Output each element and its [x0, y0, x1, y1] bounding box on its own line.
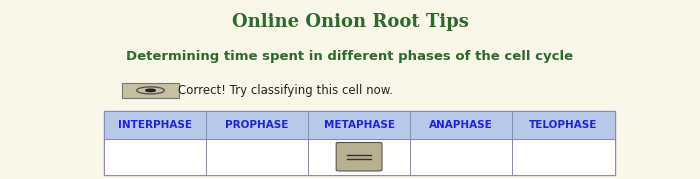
Text: ANAPHASE: ANAPHASE	[429, 120, 493, 130]
Bar	[308, 111, 410, 139]
Text: PROPHASE: PROPHASE	[225, 120, 288, 130]
FancyBboxPatch shape	[122, 83, 178, 98]
Circle shape	[146, 89, 155, 92]
Bar	[206, 139, 308, 175]
Bar	[512, 139, 615, 175]
FancyBboxPatch shape	[336, 142, 382, 171]
Text: METAPHASE: METAPHASE	[323, 120, 395, 130]
Bar	[410, 111, 512, 139]
Bar	[104, 111, 206, 139]
Bar	[104, 111, 615, 175]
Bar	[206, 111, 308, 139]
Text: INTERPHASE: INTERPHASE	[118, 120, 192, 130]
Text: Online Onion Root Tips: Online Onion Root Tips	[232, 13, 468, 31]
Text: Correct! Try classifying this cell now.: Correct! Try classifying this cell now.	[178, 84, 393, 97]
Bar	[308, 139, 410, 175]
Bar	[410, 139, 512, 175]
Text: TELOPHASE: TELOPHASE	[529, 120, 598, 130]
Bar	[104, 139, 206, 175]
Text: Determining time spent in different phases of the cell cycle: Determining time spent in different phas…	[127, 50, 573, 63]
Bar	[512, 111, 615, 139]
